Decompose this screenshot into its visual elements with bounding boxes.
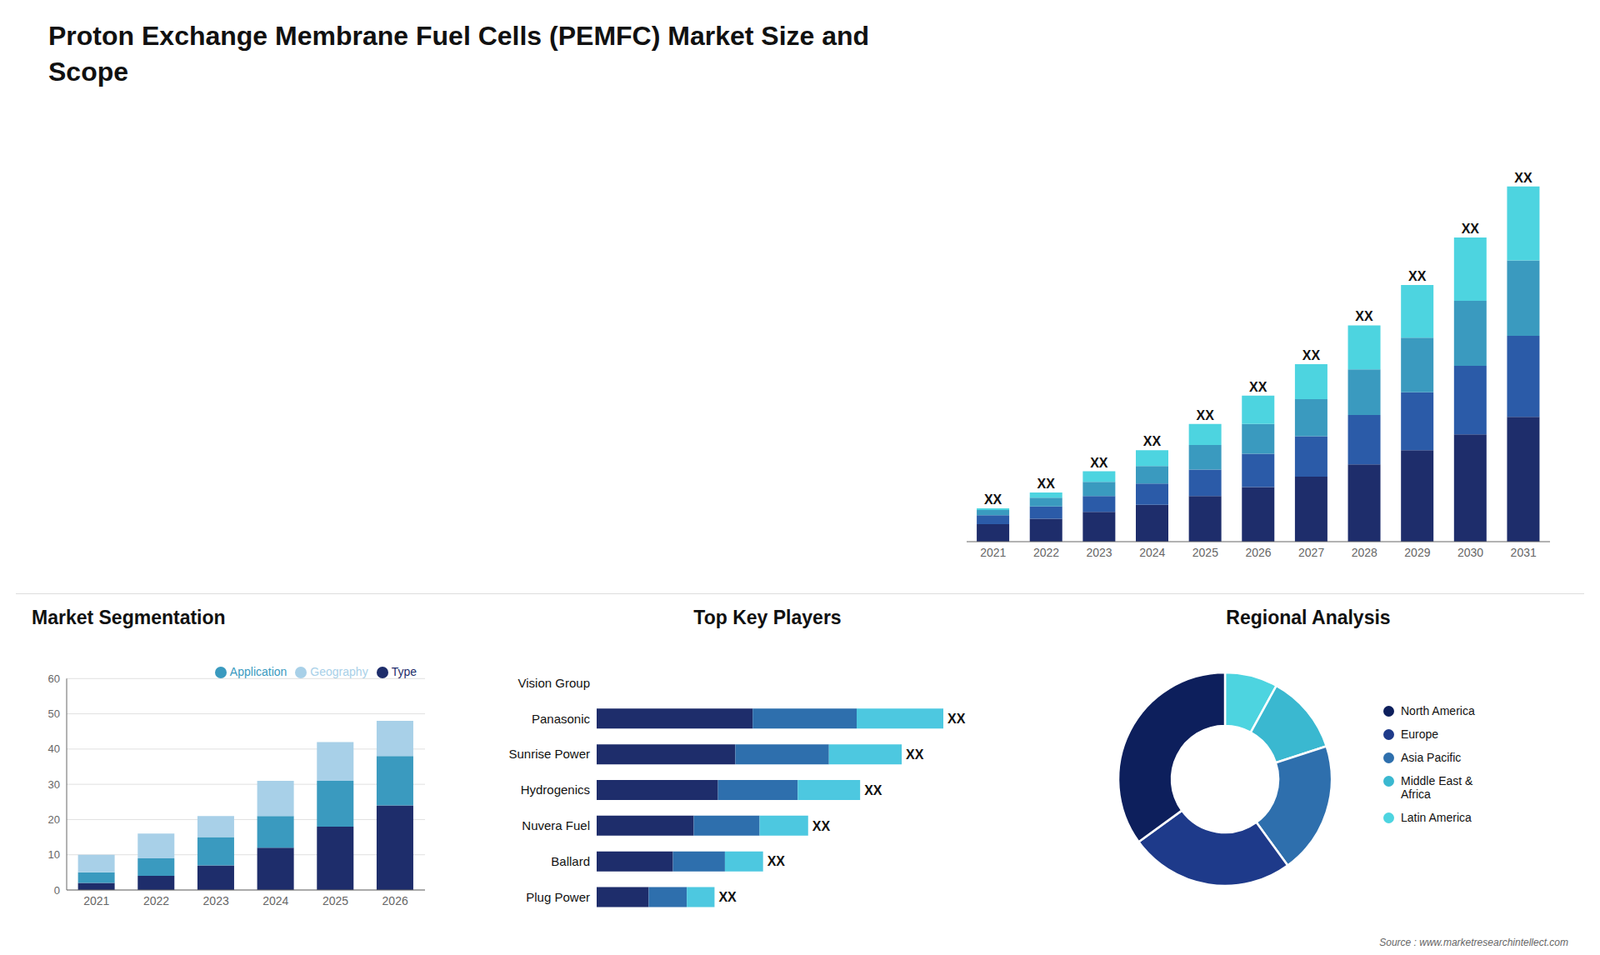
svg-text:2027: 2027 [1298,545,1325,560]
svg-text:XX: XX [1143,434,1162,449]
svg-text:XX: XX [1514,170,1533,185]
svg-text:2022: 2022 [143,894,170,908]
svg-text:2028: 2028 [1351,545,1378,560]
html-text:Scope: Scope [48,56,129,87]
svg-text:40: 40 [48,742,60,755]
svg-text:10: 10 [48,848,60,861]
svg-text:2021: 2021 [83,894,110,908]
html-text:Asia Pacific: Asia Pacific [1400,750,1462,765]
html-text:Application: Application [229,665,287,679]
svg-text:2024: 2024 [262,894,289,908]
svg-text:2021: 2021 [980,545,1006,560]
svg-text:XX: XX [1355,309,1374,324]
svg-text:XX: XX [984,492,1003,507]
svg-text:2022: 2022 [1033,545,1060,560]
svg-text:XX: XX [864,783,883,798]
svg-text:XX: XX [1249,380,1268,395]
svg-text:Plug Power: Plug Power [525,890,590,905]
svg-text:XX: XX [1302,348,1321,363]
svg-text:XX: XX [947,711,966,726]
svg-text:2023: 2023 [1086,545,1113,560]
svg-text:2025: 2025 [322,894,349,908]
html-text:Regional Analysis: Regional Analysis [1226,606,1391,629]
svg-text:Vision Group: Vision Group [518,675,590,690]
svg-text:2024: 2024 [1139,545,1165,560]
svg-text:30: 30 [48,778,60,791]
svg-text:XX: XX [1195,408,1215,423]
svg-text:XX: XX [1461,221,1480,236]
html-text:North America: North America [1400,704,1475,718]
html-text:Type: Type [391,665,417,679]
svg-text:XX: XX [718,890,737,905]
svg-text:60: 60 [48,672,60,685]
svg-text:XX: XX [1037,476,1056,491]
svg-text:XX: XX [812,819,831,834]
svg-text:XX: XX [1408,269,1427,284]
svg-text:2026: 2026 [382,894,409,908]
svg-text:50: 50 [48,707,60,720]
svg-text:XX: XX [767,854,786,869]
svg-text:2023: 2023 [203,894,230,908]
svg-text:2031: 2031 [1510,545,1537,560]
svg-text:2029: 2029 [1404,545,1430,560]
svg-text:2025: 2025 [1192,545,1219,560]
svg-text:Hydrogenics: Hydrogenics [520,782,590,797]
svg-text:Sunrise Power: Sunrise Power [508,746,590,761]
svg-text:2026: 2026 [1245,545,1271,560]
html-text:Source : www.marketresearchint: Source : www.marketresearchintellect.com [1379,936,1569,949]
html-text:Europe: Europe [1400,727,1439,741]
svg-text:Ballard: Ballard [550,854,590,869]
svg-text:Nuvera Fuel: Nuvera Fuel [521,818,590,833]
svg-text:XX: XX [1090,455,1109,470]
html-text:Proton Exchange Membrane Fuel: Proton Exchange Membrane Fuel Cells (PEM… [48,20,870,51]
html-text:Geography: Geography [310,665,368,679]
svg-text:2030: 2030 [1457,545,1484,560]
html-text:Market Segmentation: Market Segmentation [31,606,226,629]
html-text:Top Key Players: Top Key Players [693,606,842,629]
svg-text:XX: XX [905,747,925,762]
svg-text:0: 0 [54,884,60,897]
html-text:Africa: Africa [1400,787,1431,801]
svg-text:Panasonic: Panasonic [531,711,591,726]
html-text:Latin America: Latin America [1400,810,1472,825]
svg-text:20: 20 [48,813,60,826]
html-text:Middle East &: Middle East & [1400,774,1473,788]
